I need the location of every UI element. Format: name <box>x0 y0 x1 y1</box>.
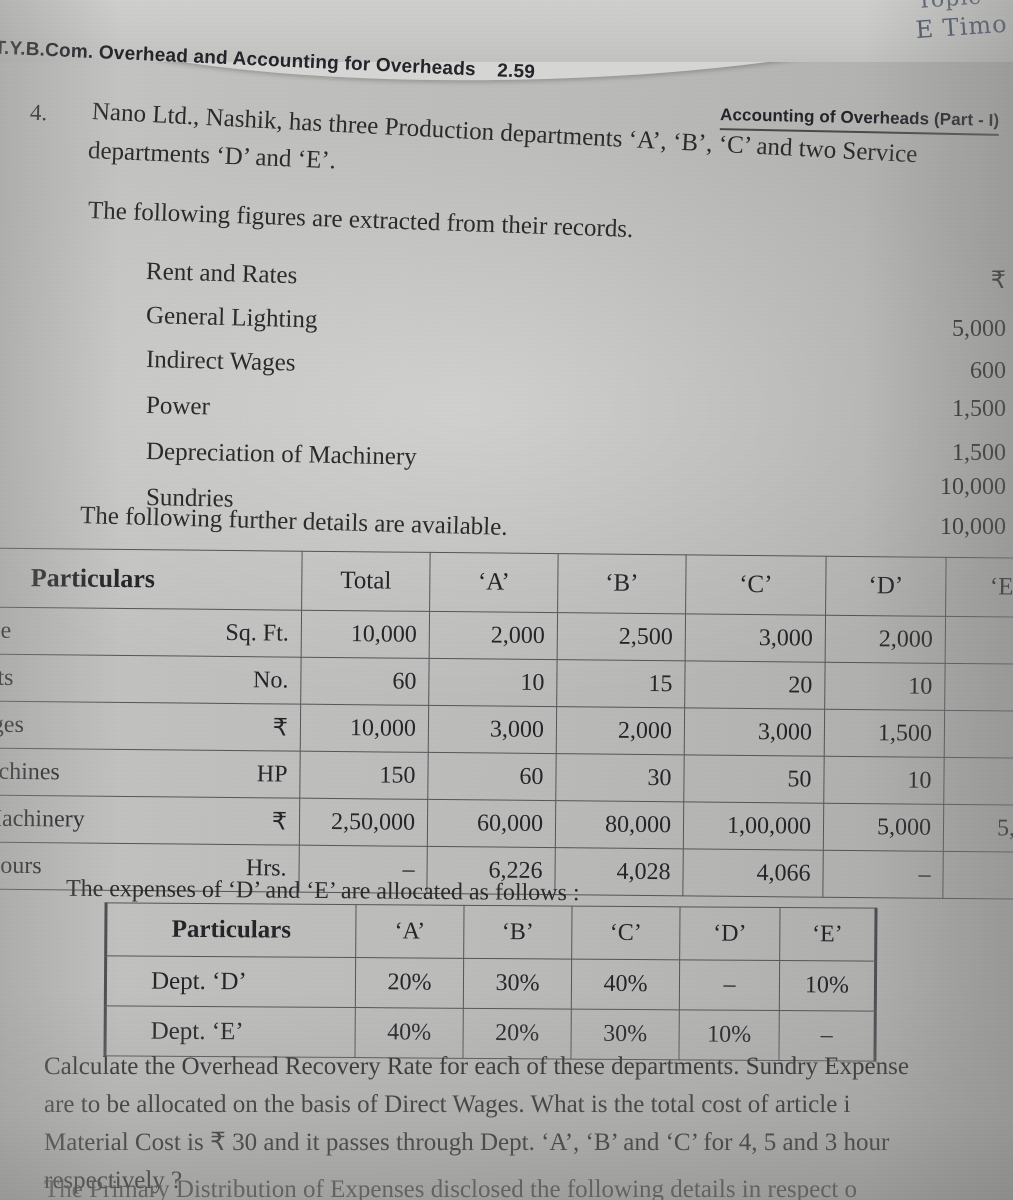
cell-dept-e: – <box>942 851 1013 900</box>
row-unit: ₹ <box>181 797 300 846</box>
header-dept-a: ‘A’ <box>429 552 559 613</box>
cell-total: 10,000 <box>300 704 429 753</box>
alloc-header-particulars: Particulars <box>105 902 357 958</box>
cell-dept-b: 80,000 <box>555 800 684 849</box>
page-top-edge <box>0 0 1013 62</box>
cell-dept-d: 2,000 <box>825 615 946 664</box>
allocation-table-container: Particulars ‘A’ ‘B’ ‘C’ ‘D’ ‘E’ Dept. ‘D… <box>103 902 877 1062</box>
expense-value: 1,500 <box>952 396 1006 422</box>
cell-dept-e: 5,000 <box>943 804 1013 853</box>
row-label: Value of Machinery <box>0 794 182 845</box>
cell-total: 2,50,000 <box>299 798 428 847</box>
expense-value: 600 <box>970 358 1006 384</box>
expense-value: 5,000 <box>952 316 1006 342</box>
closing-line-4: respectively ? <box>44 1167 183 1194</box>
cell-dept-e: 500 <box>944 710 1013 759</box>
expense-label: Power <box>145 392 211 421</box>
row-unit: Sq. Ft. <box>183 609 302 658</box>
cell-dept-a: 2,000 <box>429 611 558 660</box>
next-paragraph-cut-off: The Primary Distribution of Expenses dis… <box>44 1176 858 1200</box>
expense-value: 10,000 <box>940 474 1006 500</box>
row-unit: HP <box>181 750 301 799</box>
row-unit: No. <box>182 656 302 705</box>
allocation-table-head: Particulars ‘A’ ‘B’ ‘C’ ‘D’ ‘E’ <box>105 902 877 962</box>
cell-dept-c: 3,000 <box>684 707 825 757</box>
header-dept-d: ‘D’ <box>825 556 947 617</box>
cell-dept-d: 10 <box>823 756 945 805</box>
header-total: Total <box>301 551 431 612</box>
alloc-row-name: Dept. ‘D’ <box>105 955 356 1008</box>
closing-line-1: Calculate the Overhead Recovery Rate for… <box>44 1053 909 1080</box>
page-number: 2.59 <box>496 60 536 84</box>
cell-dept-e: – <box>943 757 1013 806</box>
allocation-table: Particulars ‘A’ ‘B’ ‘C’ ‘D’ ‘E’ Dept. ‘D… <box>103 902 877 1062</box>
cell-dept-a: 60 <box>427 752 557 801</box>
cell-total: 60 <box>300 657 430 706</box>
alloc-header-dept-e: ‘E’ <box>779 907 877 962</box>
cell-dept-d: 10 <box>824 662 946 711</box>
cell-dept-d: – <box>822 850 944 899</box>
header-dept-e: ‘E’ <box>945 557 1013 618</box>
alloc-header-dept-d: ‘D’ <box>679 906 781 961</box>
alloc-cell-dept-a: 20% <box>355 957 464 1009</box>
alloc-header-dept-c: ‘C’ <box>571 906 681 960</box>
row-label: H.P. of Machines <box>0 747 183 798</box>
header-dept-c: ‘C’ <box>685 554 827 616</box>
alloc-cell-dept-d: – <box>679 959 780 1011</box>
row-label: Floor Space <box>0 606 184 657</box>
cell-total: 150 <box>299 751 429 800</box>
cell-dept-c: 4,066 <box>682 848 824 898</box>
alloc-cell-dept-b: 30% <box>463 958 572 1010</box>
cell-dept-a: 3,000 <box>428 705 557 754</box>
alloc-header-dept-a: ‘A’ <box>355 904 465 959</box>
cell-dept-c: 20 <box>684 660 826 710</box>
cell-dept-e: 5 <box>944 663 1013 712</box>
details-table-head: Particulars Total ‘A’ ‘B’ ‘C’ ‘D’ ‘E’ <box>0 547 1013 618</box>
cell-total: 10,000 <box>301 610 430 659</box>
cell-dept-b: 2,000 <box>556 706 685 755</box>
cell-dept-b: 30 <box>555 753 685 802</box>
expense-label: Indirect Wages <box>145 346 296 377</box>
alloc-cell-dept-c: 40% <box>571 959 680 1010</box>
header-dept-b: ‘B’ <box>557 553 687 614</box>
question-number: 4. <box>29 99 48 126</box>
closing-paragraph: Calculate the Overhead Recovery Rate for… <box>44 1048 1013 1200</box>
cell-dept-c: 50 <box>683 754 825 804</box>
cell-dept-d: 5,000 <box>823 803 944 852</box>
alloc-header-dept-b: ‘B’ <box>463 905 573 960</box>
allocation-table-body: Dept. ‘D’ 20% 30% 40% –10% Dept. ‘E’ 40% 20% 30%… <box>104 955 876 1062</box>
expense-currency-symbol: ₹ <box>990 268 1006 294</box>
expense-value: 10,000 <box>940 514 1006 540</box>
cell-dept-b: 2,500 <box>557 612 686 661</box>
table-row: Dept. ‘D’ 20% 30% 40% –10% <box>105 955 876 1012</box>
cell-dept-e: 500 <box>945 616 1013 665</box>
expense-label: General Lighting <box>145 302 318 334</box>
cell-dept-d: 1,500 <box>824 709 945 758</box>
row-label: Direct Wages <box>0 700 183 751</box>
allocation-table-header-row: Particulars ‘A’ ‘B’ ‘C’ ‘D’ ‘E’ <box>105 902 877 962</box>
cell-dept-c: 1,00,000 <box>683 801 824 851</box>
row-label: Light Points <box>0 653 184 704</box>
expense-label: Depreciation of Machinery <box>145 438 417 471</box>
cell-dept-a: 10 <box>428 658 558 707</box>
closing-line-2: are to be allocated on the basis of Dire… <box>44 1091 851 1118</box>
cell-dept-b: 15 <box>556 659 686 708</box>
details-table-header-row: Particulars Total ‘A’ ‘B’ ‘C’ ‘D’ ‘E’ <box>0 547 1013 618</box>
cell-dept-a: 60,000 <box>427 799 556 848</box>
expense-label: Rent and Rates <box>145 258 298 290</box>
details-table: Particulars Total ‘A’ ‘B’ ‘C’ ‘D’ ‘E’ Fl… <box>0 547 1013 900</box>
expense-value: 1,500 <box>952 440 1006 466</box>
header-particulars: Particulars <box>0 547 303 611</box>
details-table-container: Particulars Total ‘A’ ‘B’ ‘C’ ‘D’ ‘E’ Fl… <box>0 547 1013 900</box>
alloc-cell-dept-e: 10% <box>779 960 876 1012</box>
closing-line-3: Material Cost is ₹ 30 and it passes thro… <box>44 1129 890 1156</box>
row-unit: ₹ <box>182 703 301 752</box>
cell-dept-c: 3,000 <box>685 613 826 663</box>
